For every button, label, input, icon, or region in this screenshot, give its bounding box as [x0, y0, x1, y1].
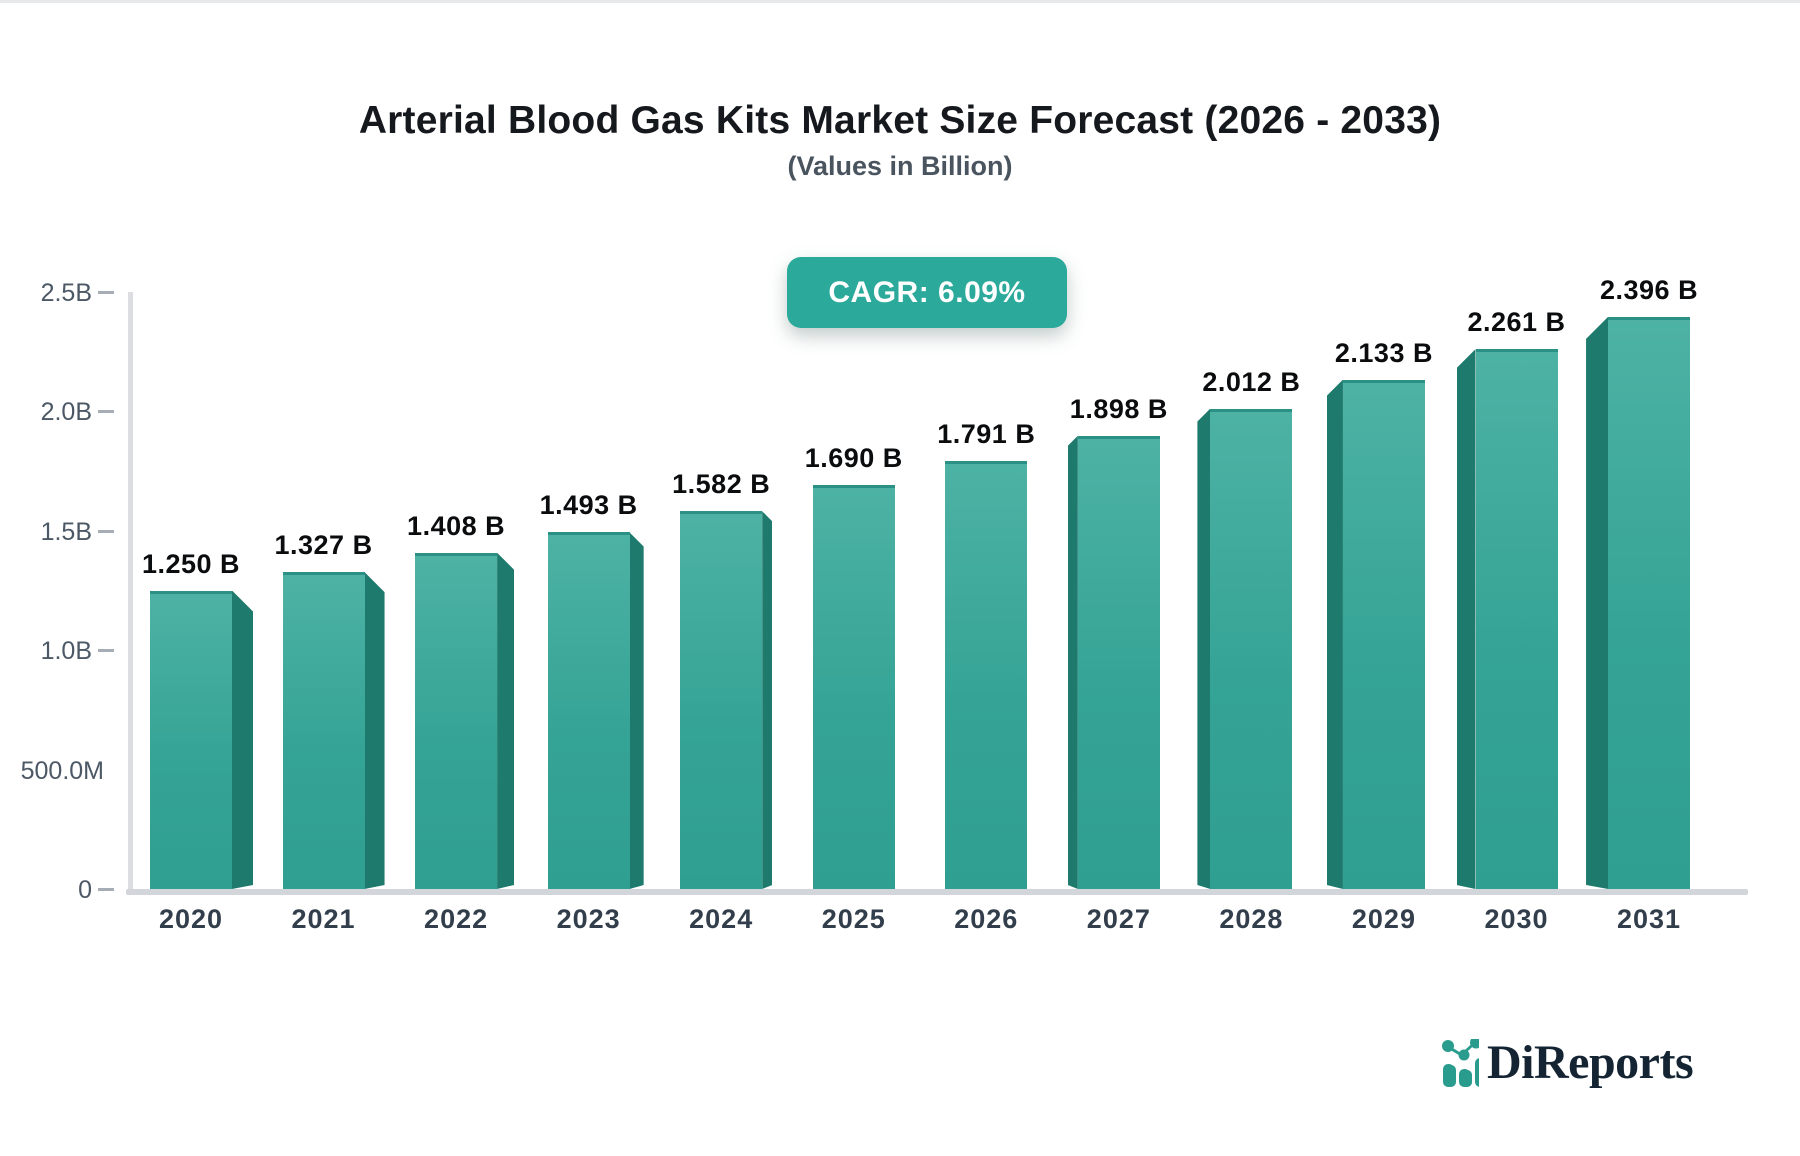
bar-side-face-2022[interactable]	[497, 553, 514, 889]
bar-side-face-2024[interactable]	[762, 511, 772, 889]
bar-2025[interactable]	[812, 485, 895, 889]
x-axis-label-2022: 2022	[424, 904, 489, 934]
bar-2026[interactable]	[945, 461, 1028, 889]
x-axis-label-2020: 2020	[158, 904, 224, 934]
bar-2030[interactable]	[1475, 349, 1558, 889]
x-axis-label-2029: 2029	[1351, 904, 1416, 934]
bar-value-label: 2.261 B	[1467, 307, 1566, 338]
y-tick-mark	[98, 410, 114, 414]
bar-side-face-2020[interactable]	[232, 591, 253, 890]
y-tick-label: 2.5B	[40, 279, 92, 307]
cagr-badge-label: CAGR: 6.09%	[828, 275, 1026, 309]
bar-2024[interactable]	[680, 511, 763, 889]
bar-value-label: 1.690 B	[804, 443, 903, 474]
brand-logo[interactable]: DiReports	[1429, 1036, 1694, 1089]
x-axis-label-2030: 2030	[1484, 904, 1549, 934]
y-tick-mark	[98, 529, 114, 533]
y-tick-label: 0	[78, 876, 92, 904]
brand-logo-icon	[1442, 1039, 1479, 1087]
y-tick-mark	[98, 888, 114, 891]
bar-value-label: 1.250 B	[141, 548, 241, 579]
bar-value-label: 1.408 B	[407, 510, 506, 541]
y-tick-mark	[98, 291, 114, 294]
bar-2029[interactable]	[1342, 379, 1425, 889]
bar-2022[interactable]	[415, 552, 498, 889]
bar-value-label: 1.493 B	[539, 490, 638, 521]
bar-2031[interactable]	[1608, 316, 1691, 889]
y-tick-mark	[98, 649, 114, 653]
chart-title: Arterial Blood Gas Kits Market Size Fore…	[358, 99, 1442, 142]
x-axis-label-2028: 2028	[1219, 904, 1284, 934]
bar-2023[interactable]	[547, 532, 630, 889]
x-axis-label-2024: 2024	[689, 904, 754, 934]
x-axis-label-2025: 2025	[821, 904, 886, 934]
x-axis-label-2027: 2027	[1086, 904, 1151, 934]
chart-subtitle: (Values in Billion)	[787, 151, 1013, 181]
x-axis-label-2023: 2023	[556, 904, 621, 934]
bar-value-label: 2.012 B	[1202, 366, 1301, 397]
bar-value-label: 1.898 B	[1069, 393, 1168, 424]
y-tick-label: 1.0B	[40, 637, 92, 666]
bar-value-label: 2.396 B	[1600, 274, 1699, 305]
brand-logo-text: DiReports	[1487, 1036, 1694, 1089]
bar-side-face-2027[interactable]	[1068, 436, 1078, 889]
bar-side-face-2028[interactable]	[1197, 409, 1210, 889]
bar-value-label: 1.791 B	[937, 419, 1036, 450]
x-axis-label-2031: 2031	[1617, 904, 1682, 934]
bar-side-face-2030[interactable]	[1457, 349, 1476, 889]
y-tick-label: 1.5B	[40, 517, 92, 546]
bar-2021[interactable]	[282, 572, 365, 889]
x-axis-label-2021: 2021	[291, 904, 356, 934]
bar-2028[interactable]	[1210, 408, 1293, 889]
cagr-badge: CAGR: 6.09%	[787, 257, 1067, 328]
bar-side-face-2029[interactable]	[1327, 380, 1343, 889]
x-axis-baseline	[126, 889, 1748, 895]
bar-side-face-2023[interactable]	[630, 532, 644, 889]
bar-2027[interactable]	[1077, 435, 1160, 889]
x-axis-label-2026: 2026	[954, 904, 1019, 934]
y-tick-label: 500.0M	[20, 756, 104, 785]
bar-side-face-2031[interactable]	[1586, 317, 1608, 889]
bar-side-face-2021[interactable]	[365, 572, 385, 889]
bar-2020[interactable]	[150, 590, 232, 889]
y-axis-line	[128, 292, 133, 889]
bar-value-label: 1.582 B	[672, 469, 771, 500]
y-tick-label: 2.0B	[40, 398, 92, 427]
bar-value-label: 2.133 B	[1334, 337, 1433, 368]
bar-value-label: 1.327 B	[274, 530, 373, 561]
